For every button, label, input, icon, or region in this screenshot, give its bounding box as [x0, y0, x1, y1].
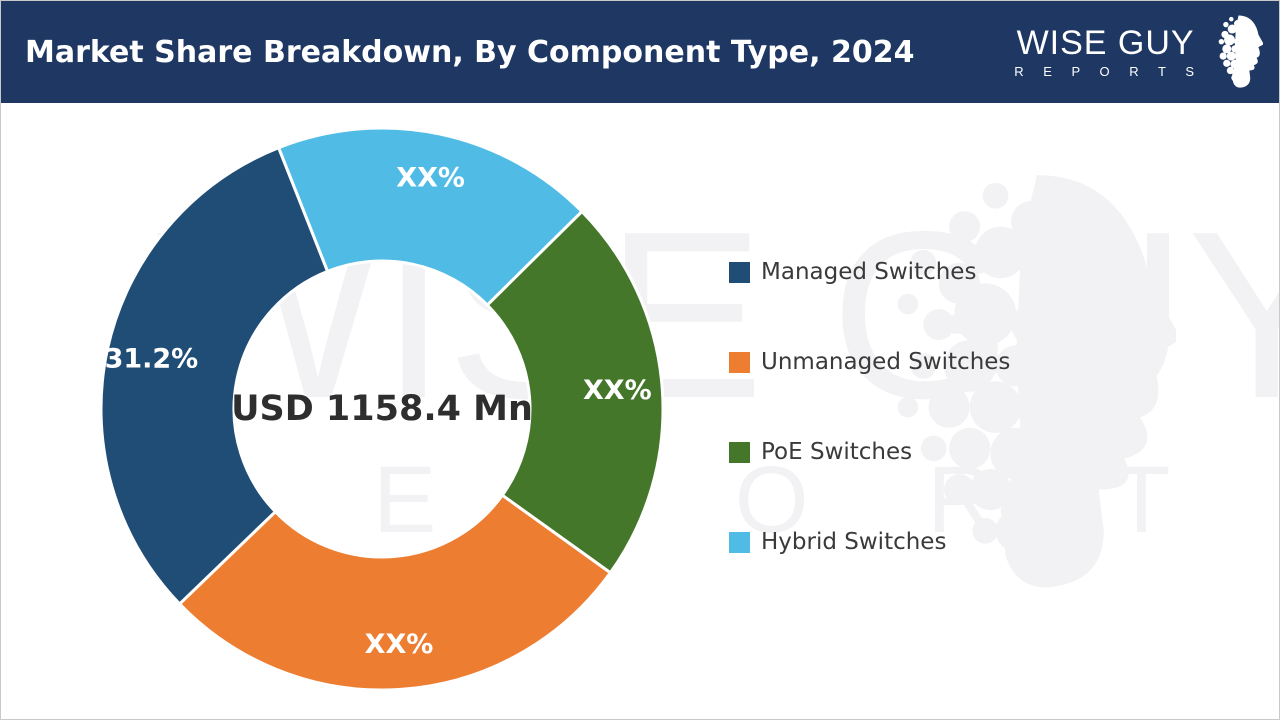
donut-center-label: USD 1158.4 Mn	[231, 389, 533, 429]
donut-segment-managed-switches	[99, 146, 330, 606]
logo-text: WISE GUY R E P O R T S	[1009, 26, 1202, 79]
watermark-head-icon	[846, 149, 1178, 628]
donut-segment-unmanaged-switches	[178, 493, 612, 692]
donut-label-hybrid-switches: XX%	[396, 163, 465, 194]
donut-label-managed-switches: 31.2%	[105, 344, 199, 375]
donut-segment-hybrid-switches	[277, 126, 584, 307]
donut-label-unmanaged-switches: XX%	[365, 629, 434, 660]
wiseguy-head-icon	[1205, 11, 1263, 94]
donut-segment-poe-switches	[485, 210, 665, 575]
logo-wordmark: WISE GUY	[1016, 23, 1195, 62]
wiseguy-logo: WISE GUY R E P O R T S	[1009, 11, 1263, 94]
logo-reports-text: R E P O R T S	[1014, 63, 1202, 79]
donut-label-poe-switches: XX%	[583, 375, 652, 406]
page-title: Market Share Breakdown, By Component Typ…	[25, 34, 915, 70]
header: Market Share Breakdown, By Component Typ…	[1, 1, 1279, 103]
